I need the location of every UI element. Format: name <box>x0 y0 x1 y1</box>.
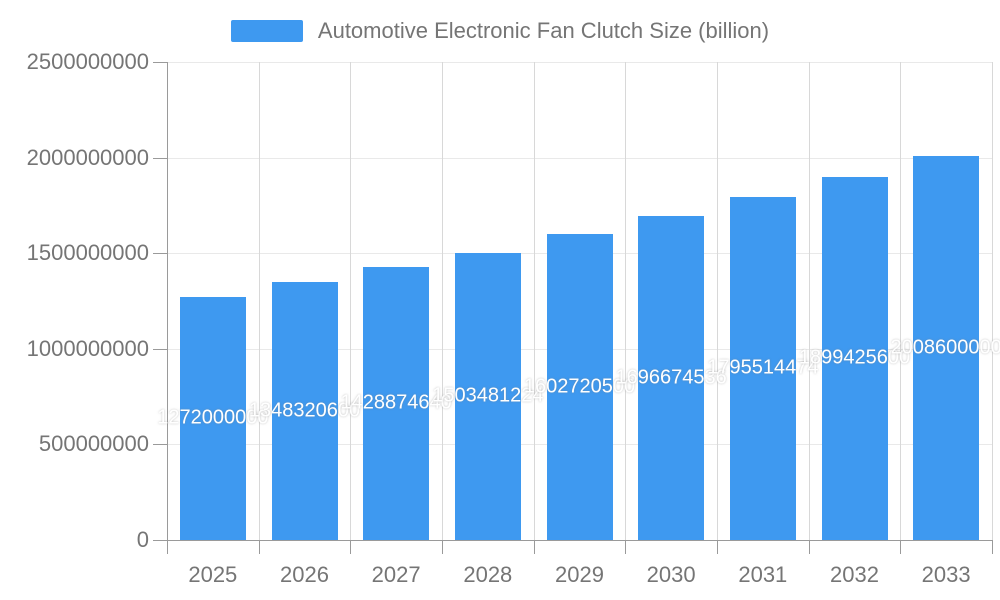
legend-label: Automotive Electronic Fan Clutch Size (b… <box>317 18 770 43</box>
legend-swatch-icon <box>230 20 303 42</box>
x-axis-label-2029: 2029 <box>555 562 604 587</box>
bar-2033[interactable]: 2008600000 <box>891 155 1000 540</box>
x-axis-tick <box>350 541 352 554</box>
bar-value-label: 1602720500 <box>523 375 636 398</box>
bar-value-label: 1899425600 <box>798 346 911 369</box>
x-axis-tick <box>533 541 535 554</box>
v-gridline <box>992 62 993 540</box>
h-gridline <box>167 157 992 159</box>
x-axis-tick <box>900 541 902 554</box>
v-gridline <box>900 62 902 540</box>
v-gridline <box>625 62 627 540</box>
y-axis-tick <box>153 444 167 446</box>
bar-2025[interactable]: 1272000000 <box>157 296 268 540</box>
y-axis-label: 1000000000 <box>26 335 149 361</box>
bar-2028[interactable]: 1503481224 <box>432 252 543 540</box>
y-axis-tick <box>153 253 167 255</box>
y-axis-line <box>167 62 168 540</box>
bar-2031[interactable]: 1795514474 <box>707 196 818 540</box>
v-gridline <box>350 62 352 540</box>
y-axis-tick <box>153 62 167 63</box>
x-axis-tick <box>167 541 168 554</box>
y-axis-label: 2000000000 <box>26 144 149 170</box>
x-axis-line <box>167 540 993 541</box>
x-axis-tick <box>717 541 718 554</box>
x-axis-label-2028: 2028 <box>463 562 513 587</box>
x-axis-tick <box>258 541 260 554</box>
bar-value-label: 1503481224 <box>432 384 544 407</box>
y-axis-tick <box>153 157 167 159</box>
y-axis-tick <box>153 540 167 541</box>
h-gridline <box>167 62 992 63</box>
y-axis-tick <box>153 348 167 350</box>
x-axis-label-2031: 2031 <box>738 562 788 587</box>
bar-value-label: 1272000000 <box>157 406 269 429</box>
bar-2032[interactable]: 1899425600 <box>799 176 910 540</box>
y-axis-label: 1500000000 <box>26 240 149 266</box>
x-axis-label-2033: 2033 <box>921 562 971 587</box>
bar-2026[interactable]: 1348320600 <box>249 282 360 540</box>
bar-value-label: 1428874640 <box>340 391 452 414</box>
v-gridline <box>533 62 535 540</box>
v-gridline <box>717 62 718 540</box>
legend-item[interactable]: Automotive Electronic Fan Clutch Size (b… <box>0 17 1000 45</box>
y-axis-label: 0 <box>136 527 149 552</box>
x-axis-tick <box>442 541 443 554</box>
bar-value-label: 2008600000 <box>890 336 1000 359</box>
x-axis-tick <box>808 541 810 554</box>
x-axis-label-2027: 2027 <box>371 562 421 587</box>
v-gridline <box>258 62 260 540</box>
v-gridline <box>808 62 810 540</box>
y-axis-label: 500000000 <box>38 431 149 457</box>
bar-value-label: 1696674536 <box>615 366 727 389</box>
bar-value-label: 1795514474 <box>707 356 819 379</box>
bar-2029[interactable]: 1602720500 <box>524 233 635 540</box>
bar-value-label: 1348320600 <box>248 399 361 422</box>
x-axis-label-2026: 2026 <box>280 562 329 587</box>
bar-2027[interactable]: 1428874640 <box>341 266 452 540</box>
x-axis-label-2030: 2030 <box>646 562 696 587</box>
x-axis-label-2032: 2032 <box>830 562 879 587</box>
v-gridline <box>442 62 443 540</box>
y-axis-label: 2500000000 <box>26 49 149 74</box>
bar-2030[interactable]: 1696674536 <box>616 215 727 540</box>
x-axis-tick <box>625 541 627 554</box>
x-axis-label-2025: 2025 <box>188 562 238 587</box>
x-axis-tick <box>992 541 993 554</box>
